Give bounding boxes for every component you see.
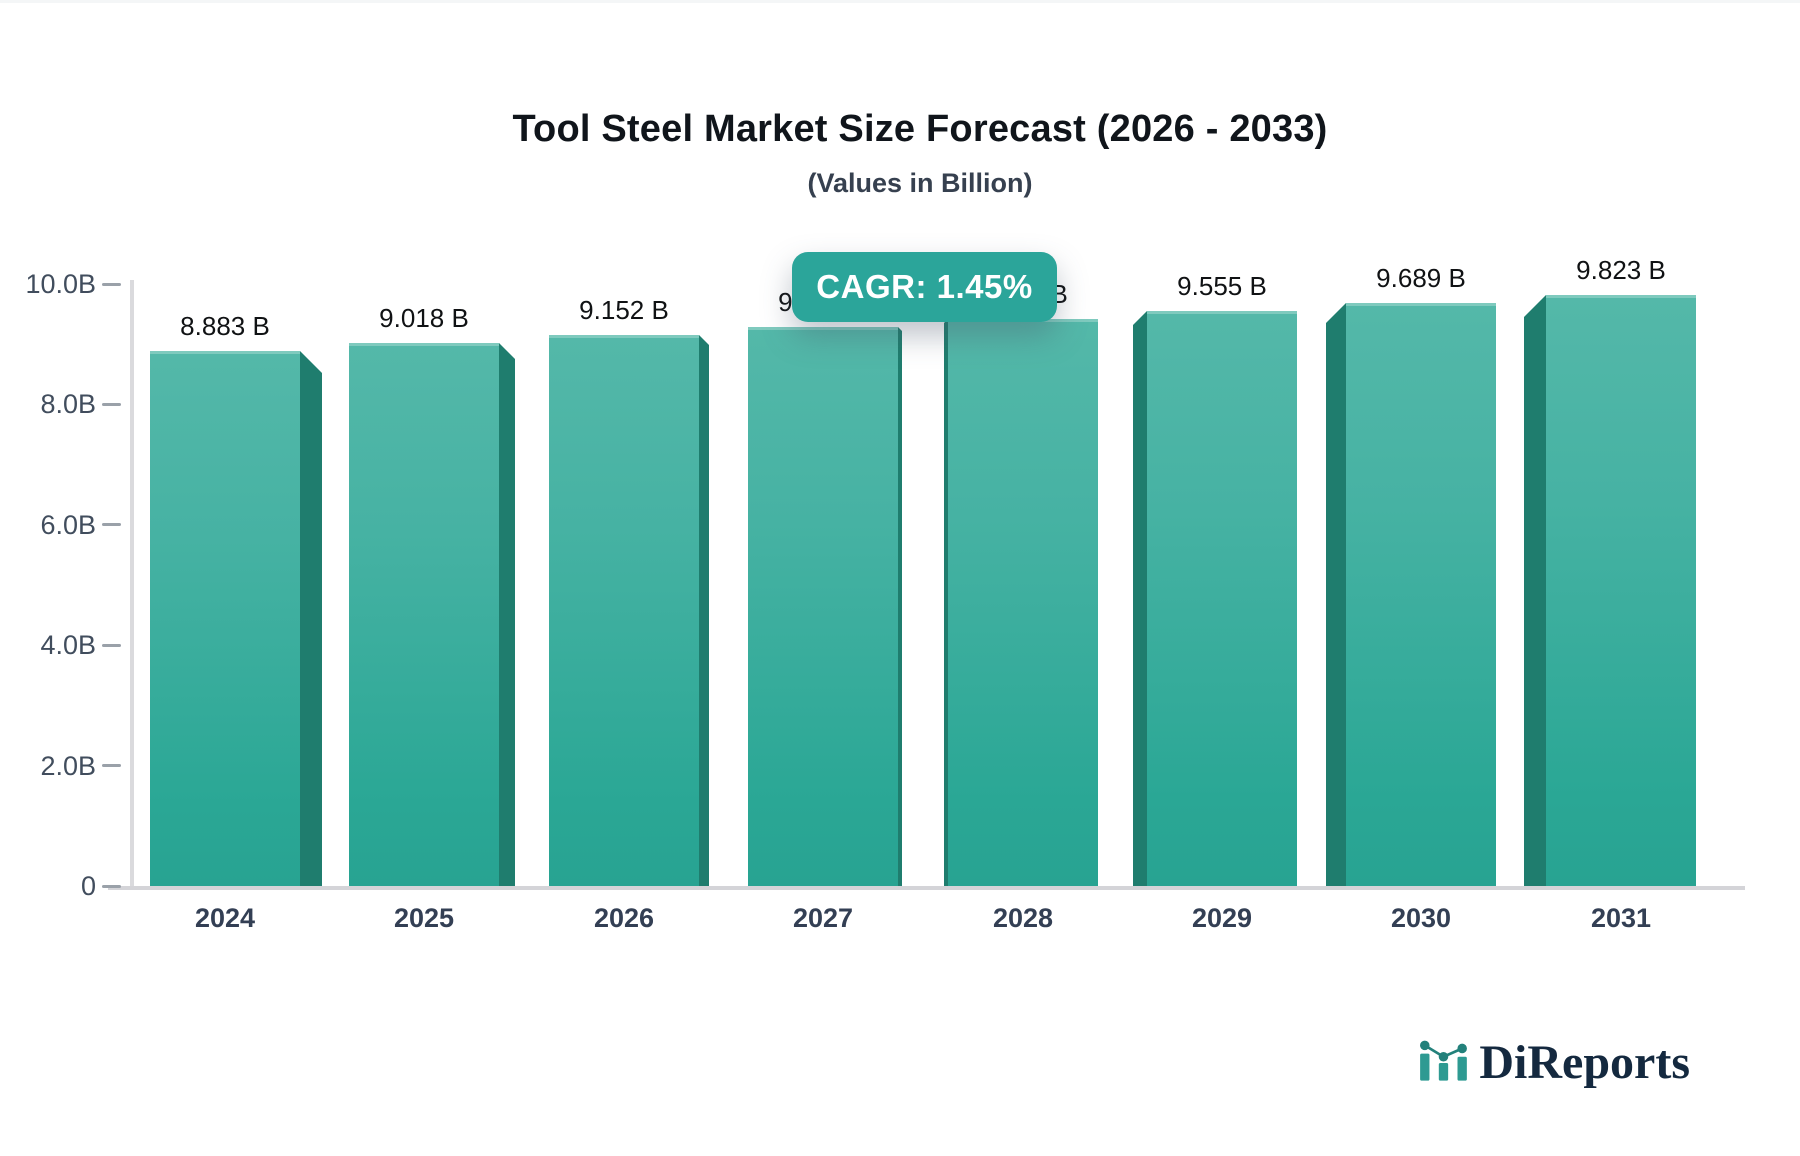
chart-title: Tool Steel Market Size Forecast (2026 - … (512, 108, 1328, 150)
brand-logo: DiReports (1417, 1038, 1690, 1088)
bar-value-label: 9.823 B (1576, 255, 1666, 285)
brand-logo-text: DiReports (1479, 1036, 1690, 1089)
bar (1346, 303, 1496, 886)
bar-line-chart-icon (1420, 1040, 1468, 1081)
chart-subtitle: (Values in Billion) (807, 168, 1033, 198)
bar (150, 351, 300, 886)
x-axis-label: 2029 (1191, 903, 1253, 933)
y-axis-tick-dash (102, 764, 121, 768)
bar-side-face (499, 343, 515, 886)
x-axis-label: 2027 (792, 903, 854, 933)
bar-value-label: 9.689 B (1376, 263, 1466, 293)
y-axis-tick-label: 6.0B (40, 509, 96, 540)
bar-side-face (898, 327, 902, 886)
y-axis-line (130, 280, 134, 886)
top-edge-strip (0, 0, 1800, 3)
y-axis-tick-label: 4.0B (40, 630, 96, 661)
cagr-badge-label: CAGR: 1.45% (816, 268, 1033, 305)
x-axis-label: 2030 (1390, 903, 1452, 933)
y-axis-tick-label: 2.0B (40, 750, 96, 781)
y-axis-tick-label: 0 (80, 871, 96, 901)
bar (948, 319, 1098, 886)
bar (1546, 295, 1696, 886)
bar (349, 343, 499, 886)
x-axis-label: 2028 (992, 903, 1054, 933)
bar-side-face (1326, 303, 1346, 886)
y-axis-tick-dash (102, 282, 121, 286)
bar-side-face (1133, 311, 1147, 886)
x-axis-label: 2024 (194, 903, 256, 933)
bar-side-face (300, 351, 322, 886)
bar-value-label: 9.152 B (579, 295, 669, 325)
bar (1147, 311, 1297, 886)
bar-side-face (944, 319, 948, 886)
bar (748, 327, 898, 886)
bar-value-label: 8.883 B (180, 311, 270, 341)
x-axis-baseline (108, 886, 1745, 890)
y-axis-tick-label: 8.0B (40, 389, 96, 420)
x-axis-label: 2026 (593, 903, 655, 933)
x-axis-label: 2025 (393, 903, 455, 933)
y-axis-tick-dash (102, 643, 121, 647)
bar-value-label: 9.555 B (1177, 271, 1267, 301)
bar-side-face (1524, 295, 1546, 886)
bar-value-label: 9.018 B (379, 303, 469, 333)
y-axis-tick-dash (102, 884, 121, 888)
y-axis-tick-label: 10.0B (25, 269, 96, 299)
y-axis-tick-dash (102, 523, 121, 527)
bar (549, 335, 699, 886)
x-axis-label: 2031 (1590, 903, 1652, 933)
cagr-badge: CAGR: 1.45% (792, 252, 1057, 322)
y-axis-tick-dash (102, 402, 121, 406)
bar-side-face (699, 335, 709, 886)
